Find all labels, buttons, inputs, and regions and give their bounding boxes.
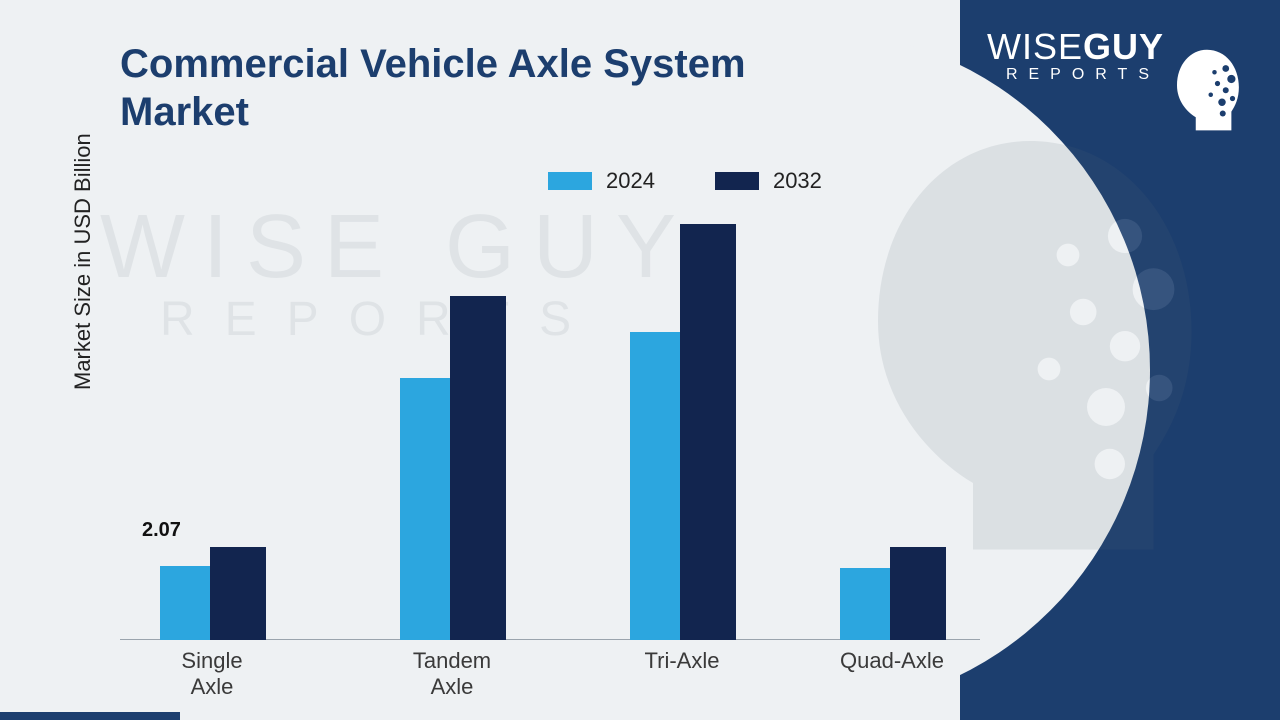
legend-swatch-2024 <box>548 172 592 190</box>
bar-group <box>630 224 736 640</box>
bar-group <box>400 296 506 640</box>
category-label: Quad-Axle <box>822 648 962 674</box>
bar-group <box>840 547 946 640</box>
logo-word-guy: GUY <box>1083 26 1164 67</box>
bar-chart: 2.07 <box>120 210 980 640</box>
legend-item-2024: 2024 <box>548 168 655 194</box>
bar-2032 <box>890 547 946 640</box>
bar-2024 <box>630 332 686 640</box>
legend-label-2032: 2032 <box>773 168 822 194</box>
legend-item-2032: 2032 <box>715 168 822 194</box>
chart-title: Commercial Vehicle Axle System Market <box>120 40 840 136</box>
category-labels: SingleAxle TandemAxle Tri-Axle Quad-Axle <box>120 642 980 702</box>
legend: 2024 2032 <box>548 168 822 194</box>
data-label: 2.07 <box>142 519 181 542</box>
bar-2024 <box>840 568 896 640</box>
category-label: Tri-Axle <box>612 648 752 674</box>
category-label: TandemAxle <box>382 648 522 701</box>
logo-head-icon <box>1168 46 1246 136</box>
category-label: SingleAxle <box>142 648 282 701</box>
bar-2032 <box>210 547 266 640</box>
legend-swatch-2032 <box>715 172 759 190</box>
chart-stage: WISE GUY REPORTS Commercial Vehicle Axle… <box>0 0 1280 720</box>
bar-2032 <box>680 224 736 640</box>
bottom-accent-bar <box>0 712 180 720</box>
bar-2024 <box>160 566 216 640</box>
bar-2024 <box>400 378 456 640</box>
brand-logo: WISEGUY REPORTS <box>987 26 1246 84</box>
bar-2032 <box>450 296 506 640</box>
logo-word-wise: WISE <box>987 26 1083 67</box>
y-axis-label: Market Size in USD Billion <box>70 133 96 390</box>
legend-label-2024: 2024 <box>606 168 655 194</box>
bar-group <box>160 547 266 640</box>
